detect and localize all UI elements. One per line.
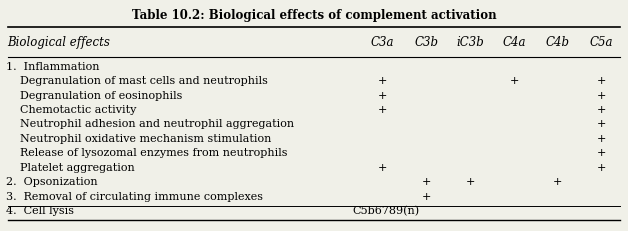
Text: Degranulation of mast cells and neutrophils: Degranulation of mast cells and neutroph… <box>6 76 268 86</box>
Text: C3a: C3a <box>371 36 394 49</box>
Text: +: + <box>597 162 606 172</box>
Text: Release of lysozomal enzymes from neutrophils: Release of lysozomal enzymes from neutro… <box>6 148 288 158</box>
Text: Table 10.2: Biological effects of complement activation: Table 10.2: Biological effects of comple… <box>132 9 496 22</box>
Text: 2.  Opsonization: 2. Opsonization <box>6 176 98 186</box>
Text: Neutrophil adhesion and neutrophil aggregation: Neutrophil adhesion and neutrophil aggre… <box>6 119 295 129</box>
Text: iC3b: iC3b <box>457 36 484 49</box>
Text: C4a: C4a <box>502 36 526 49</box>
Text: 3.  Removal of circulating immune complexes: 3. Removal of circulating immune complex… <box>6 191 263 201</box>
Text: +: + <box>597 148 606 158</box>
Text: +: + <box>597 105 606 115</box>
Text: 4.  Cell lysis: 4. Cell lysis <box>6 205 74 215</box>
Text: C4b: C4b <box>546 36 570 49</box>
Text: +: + <box>422 176 431 186</box>
Text: Biological effects: Biological effects <box>8 36 111 49</box>
Text: Neutrophil oxidative mechanism stimulation: Neutrophil oxidative mechanism stimulati… <box>6 133 272 143</box>
Text: Platelet aggregation: Platelet aggregation <box>6 162 135 172</box>
Text: C3b: C3b <box>414 36 438 49</box>
Text: +: + <box>509 76 519 86</box>
Text: Chemotactic activity: Chemotactic activity <box>6 105 137 115</box>
Text: +: + <box>597 76 606 86</box>
Text: +: + <box>465 176 475 186</box>
Text: +: + <box>553 176 563 186</box>
Text: +: + <box>597 90 606 100</box>
Text: 1.  Inflammation: 1. Inflammation <box>6 61 100 71</box>
Text: +: + <box>378 76 387 86</box>
Text: +: + <box>378 90 387 100</box>
Text: +: + <box>378 105 387 115</box>
Text: C5a: C5a <box>590 36 614 49</box>
Text: C5b6789(n): C5b6789(n) <box>352 205 420 215</box>
Text: +: + <box>378 162 387 172</box>
Text: +: + <box>597 133 606 143</box>
Text: +: + <box>422 191 431 201</box>
Text: +: + <box>597 119 606 129</box>
Text: Degranulation of eosinophils: Degranulation of eosinophils <box>6 90 183 100</box>
